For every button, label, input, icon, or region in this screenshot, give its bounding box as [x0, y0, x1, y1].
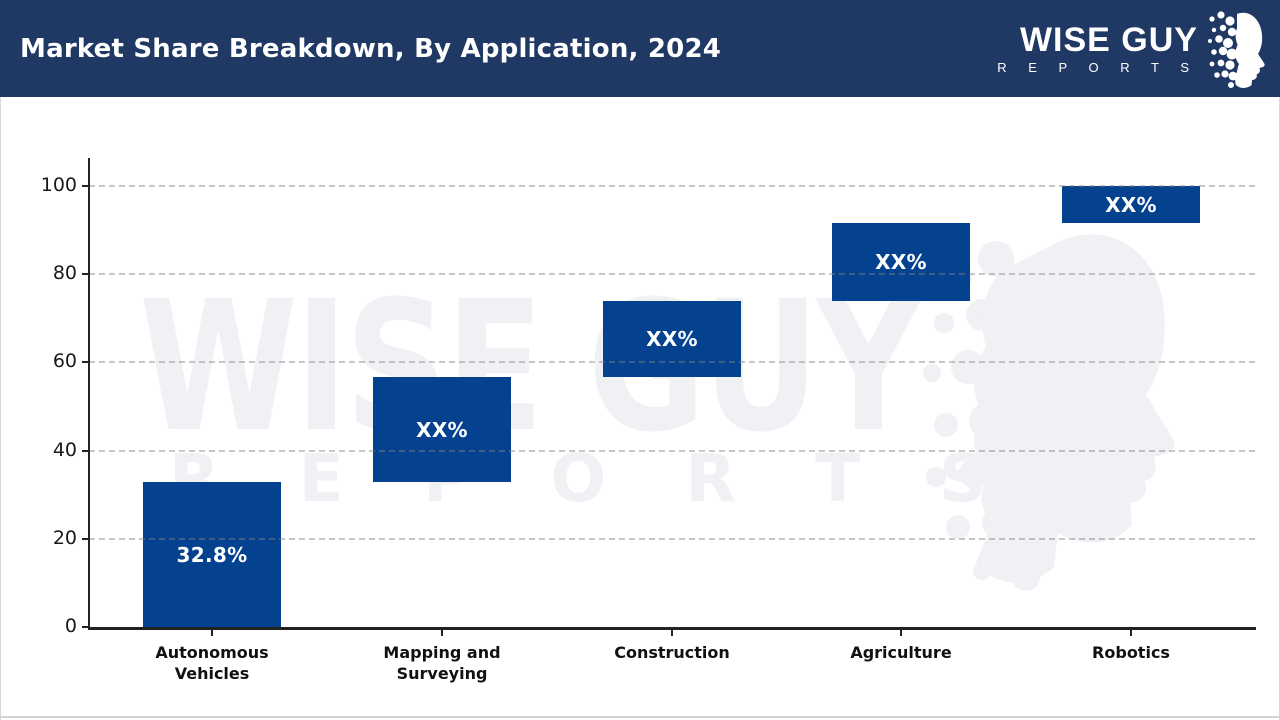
y-tick-label-20: 20	[52, 526, 77, 549]
category-label-line: Surveying	[396, 664, 488, 683]
bar-value-label-1: XX%	[416, 417, 468, 442]
x-tick-mark-2	[671, 630, 673, 636]
bar-value-label-0: 32.8%	[176, 542, 248, 567]
gridline-60	[89, 361, 1255, 364]
y-tick-mark-20	[82, 537, 89, 540]
header-bar: Market Share Breakdown, By Application, …	[0, 0, 1280, 97]
bar-value-label-2: XX%	[646, 327, 698, 352]
x-tick-mark-0	[211, 630, 213, 636]
watermark-wordmark: WISE GUY	[139, 263, 921, 472]
logo-subtitle: R E P O R T S	[997, 59, 1198, 75]
bar-2: XX%	[603, 300, 741, 378]
category-label-2: Construction	[562, 642, 782, 663]
bar-4: XX%	[1062, 186, 1200, 224]
category-label-line: Construction	[614, 643, 730, 662]
y-tick-mark-60	[82, 361, 89, 364]
y-tick-mark-80	[82, 273, 89, 276]
y-tick-label-0: 0	[64, 615, 77, 637]
gridline-100	[89, 185, 1255, 187]
y-tick-label-100: 100	[40, 174, 77, 196]
category-label-1: Mapping and Surveying	[332, 642, 552, 684]
x-axis	[88, 627, 1256, 630]
y-tick-label-40: 40	[52, 438, 77, 461]
page-bottom-rule	[0, 716, 1280, 718]
bar-0: 32.8%	[143, 482, 281, 627]
category-label-line: Robotics	[1092, 643, 1170, 662]
gridline-40	[89, 449, 1255, 452]
gridline-20	[89, 537, 1255, 540]
category-label-line: Mapping and	[383, 643, 501, 662]
y-tick-label-60: 60	[52, 350, 77, 373]
logo-wordmark: WISE GUY	[1019, 20, 1198, 59]
bar-value-label-4: XX%	[1105, 192, 1157, 217]
x-tick-mark-4	[1130, 630, 1132, 636]
category-label-line: Autonomous	[155, 643, 269, 662]
page-title: Market Share Breakdown, By Application, …	[20, 33, 722, 64]
watermark-subtitle: R E P O R T S	[169, 440, 1015, 517]
wise-guy-logo: WISE GUY R E P O R T S	[997, 8, 1266, 90]
watermark-head-graphic	[923, 234, 1175, 591]
x-tick-mark-1	[441, 630, 443, 636]
y-tick-label-80: 80	[52, 262, 77, 285]
chart-canvas: WISE GUY R E P O R T S 0 20 40 60 80 100 32.8%…	[0, 97, 1280, 720]
y-tick-mark-40	[82, 449, 89, 452]
x-tick-mark-3	[900, 630, 902, 636]
category-label-0: Autonomous Vehicles	[102, 642, 322, 684]
y-tick-mark-0	[82, 626, 89, 628]
category-label-line: Agriculture	[850, 643, 952, 662]
y-tick-mark-100	[82, 185, 89, 187]
category-label-line: Vehicles	[174, 664, 250, 683]
bar-1: XX%	[373, 377, 511, 483]
logo-text: WISE GUY R E P O R T S	[997, 23, 1198, 75]
bar-3: XX%	[832, 223, 970, 301]
logo-head-icon	[1208, 10, 1265, 88]
y-axis	[88, 158, 90, 629]
gridline-80	[89, 273, 1255, 276]
category-label-3: Agriculture	[791, 642, 1011, 663]
category-label-4: Robotics	[1021, 642, 1241, 663]
bar-value-label-3: XX%	[875, 250, 927, 275]
